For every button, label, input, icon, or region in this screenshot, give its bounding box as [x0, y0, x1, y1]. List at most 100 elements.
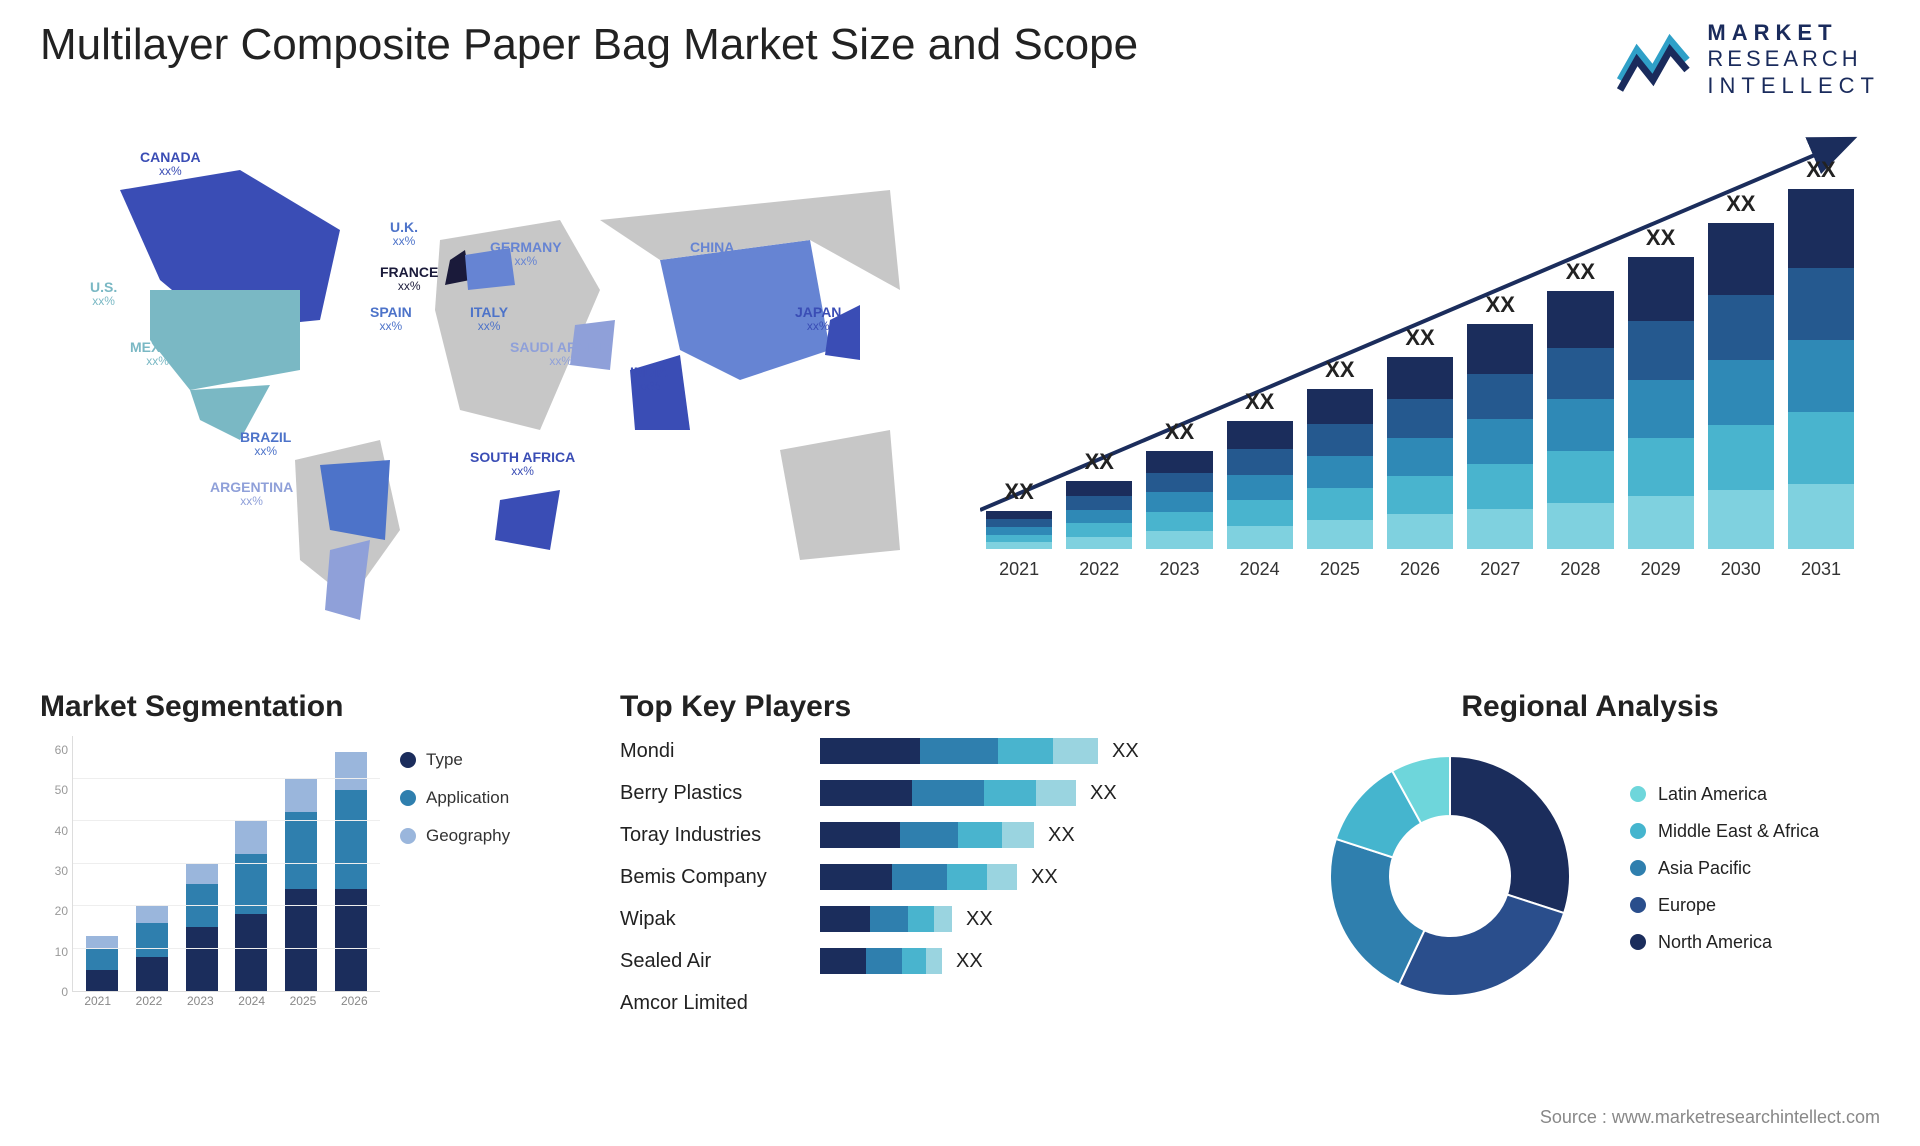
bar-year-label: 2024	[1240, 559, 1280, 580]
map-label: JAPANxx%	[795, 305, 841, 334]
map-label: ARGENTINAxx%	[210, 480, 293, 509]
bar-column: XX 2022	[1066, 449, 1132, 580]
bar-year-label: 2022	[1079, 559, 1119, 580]
segmentation-legend: Type Application Geography	[400, 750, 510, 864]
logo-icon	[1615, 25, 1695, 95]
donut-legend: Latin America Middle East & Africa Asia Pa…	[1630, 784, 1819, 969]
segmentation-bar	[285, 778, 317, 991]
player-value: XX	[956, 950, 983, 973]
player-name: Bemis Company	[620, 866, 820, 889]
bar-year-label: 2031	[1801, 559, 1841, 580]
player-name: Berry Plastics	[620, 782, 820, 805]
player-value: XX	[1090, 782, 1117, 805]
segmentation-title: Market Segmentation	[40, 690, 580, 724]
player-row: Toray Industries XX	[620, 820, 1260, 850]
map-label: U.S.xx%	[90, 280, 117, 309]
bar-year-label: 2023	[1159, 559, 1199, 580]
bar-column: XX 2021	[986, 479, 1052, 580]
player-bar	[820, 948, 942, 974]
legend-item: Type	[400, 750, 510, 770]
map-svg	[40, 130, 920, 650]
bar-value-label: XX	[1806, 157, 1835, 183]
bar-column: XX 2023	[1146, 419, 1212, 580]
bar-year-label: 2027	[1480, 559, 1520, 580]
map-label: CHINAxx%	[690, 240, 734, 269]
bar-year-label: 2021	[999, 559, 1039, 580]
page-title: Multilayer Composite Paper Bag Market Si…	[40, 20, 1138, 70]
legend-item: Geography	[400, 826, 510, 846]
segmentation-section: Market Segmentation 6050403020100 202120…	[40, 690, 580, 1070]
bar-year-label: 2028	[1560, 559, 1600, 580]
player-row: Berry Plastics XX	[620, 778, 1260, 808]
bar-column: XX 2026	[1387, 325, 1453, 580]
logo-line3: INTELLECT	[1707, 73, 1880, 99]
legend-item: Latin America	[1630, 784, 1819, 805]
brand-logo: MARKET RESEARCH INTELLECT	[1615, 20, 1880, 99]
bar-value-label: XX	[1165, 419, 1194, 445]
player-value: XX	[1112, 740, 1139, 763]
map-label: MEXICOxx%	[130, 340, 185, 369]
segmentation-chart: 6050403020100 202120222023202420252026	[40, 736, 380, 1016]
legend-item: North America	[1630, 932, 1819, 953]
bar-column: XX 2024	[1227, 389, 1293, 580]
bar-value-label: XX	[1405, 325, 1434, 351]
player-name: Wipak	[620, 908, 820, 931]
bar-year-label: 2026	[1400, 559, 1440, 580]
player-row: MondiXX	[620, 736, 1260, 766]
player-row: Bemis Company XX	[620, 862, 1260, 892]
players-title: Top Key Players	[620, 690, 1260, 724]
legend-item: Asia Pacific	[1630, 858, 1819, 879]
segmentation-bar	[86, 936, 118, 991]
bar-value-label: XX	[1245, 389, 1274, 415]
bar-column: XX 2030	[1708, 191, 1774, 580]
map-label: SPAINxx%	[370, 305, 412, 334]
player-row: WipakXX	[620, 904, 1260, 934]
player-name: Amcor Limited	[620, 992, 820, 1015]
player-row: Sealed Air XX	[620, 946, 1260, 976]
player-bar	[820, 864, 1017, 890]
bar-value-label: XX	[1646, 225, 1675, 251]
bar-column: XX 2028	[1547, 259, 1613, 580]
map-label: SAUDI ARABIAxx%	[510, 340, 611, 369]
player-bar	[820, 780, 1076, 806]
map-label: INDIAxx%	[630, 365, 668, 394]
player-value: XX	[1031, 866, 1058, 889]
source-attribution: Source : www.marketresearchintellect.com	[1540, 1107, 1880, 1128]
player-name: Toray Industries	[620, 824, 820, 847]
logo-line2: RESEARCH	[1707, 46, 1880, 72]
bar-column: XX 2027	[1467, 292, 1533, 580]
player-name: Sealed Air	[620, 950, 820, 973]
regional-title: Regional Analysis	[1300, 690, 1880, 724]
bar-value-label: XX	[1085, 449, 1114, 475]
legend-item: Application	[400, 788, 510, 808]
map-label: BRAZILxx%	[240, 430, 291, 459]
player-bar	[820, 822, 1034, 848]
map-label: SOUTH AFRICAxx%	[470, 450, 575, 479]
bar-column: XX2025	[1307, 357, 1373, 580]
legend-item: Middle East & Africa	[1630, 821, 1819, 842]
donut-chart	[1300, 736, 1600, 1016]
world-map: CANADAxx%U.S.xx%MEXICOxx%BRAZILxx%ARGENT…	[40, 130, 920, 650]
regional-section: Regional Analysis Latin America Middle Ea…	[1300, 690, 1880, 1070]
map-label: FRANCExx%	[380, 265, 438, 294]
player-row: Amcor Limited	[620, 988, 1260, 1018]
bar-year-label: 2030	[1721, 559, 1761, 580]
map-label: U.K.xx%	[390, 220, 418, 249]
legend-item: Europe	[1630, 895, 1819, 916]
bar-value-label: XX	[1004, 479, 1033, 505]
player-value: XX	[1048, 824, 1075, 847]
logo-line1: MARKET	[1707, 20, 1880, 46]
map-label: GERMANYxx%	[490, 240, 562, 269]
bar-year-label: 2025	[1320, 559, 1360, 580]
market-size-chart: XX2021XX2022XX2023XX2024XX2025XX2026XX20…	[980, 130, 1860, 620]
player-bar	[820, 906, 952, 932]
bar-year-label: 2029	[1641, 559, 1681, 580]
bar-value-label: XX	[1486, 292, 1515, 318]
bar-column: XX 2031	[1788, 157, 1854, 580]
bar-value-label: XX	[1566, 259, 1595, 285]
players-list: MondiXX Berry Plastics XX Toray Industries X…	[620, 736, 1260, 1018]
players-section: Top Key Players MondiXXBerry PlasticsXXT…	[620, 690, 1260, 1070]
bar-value-label: XX	[1726, 191, 1755, 217]
bar-column: XX 2029	[1628, 225, 1694, 580]
segmentation-bar	[335, 752, 367, 991]
